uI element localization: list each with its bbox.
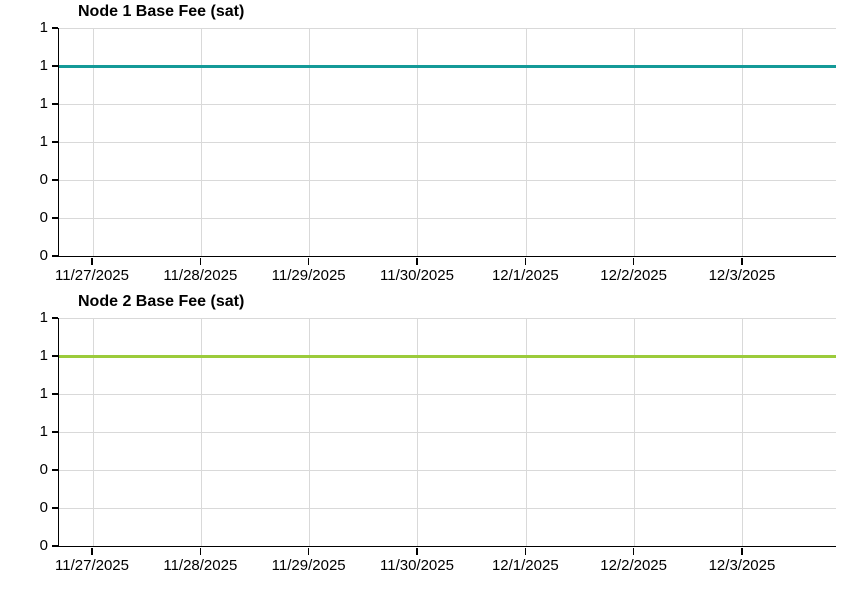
x-axis-label: 12/1/2025 <box>491 267 559 284</box>
x-axis-tick <box>307 257 310 265</box>
y-axis-label: 0 <box>39 537 48 554</box>
x-gridline <box>525 318 527 546</box>
y-axis-tick <box>52 141 58 143</box>
x-axis-tick <box>741 257 743 265</box>
x-axis-tick <box>91 547 93 555</box>
y-axis-label: 1 <box>39 385 48 402</box>
x-axis-label: 12/3/2025 <box>708 557 776 574</box>
x-axis-tick <box>632 547 635 555</box>
series-line-1 <box>59 64 836 68</box>
chart-title: Node 2 Base Fee (sat) <box>78 293 245 310</box>
series-line-2 <box>59 354 836 358</box>
x-gridline <box>92 318 94 546</box>
x-axis-label: 11/30/2025 <box>380 557 454 574</box>
x-axis-tick <box>524 547 527 555</box>
x-gridline <box>634 28 636 256</box>
x-axis-tick <box>741 547 743 555</box>
y-axis-label: 0 <box>39 461 48 478</box>
y-axis-tick <box>52 431 58 433</box>
y-axis-label: 0 <box>39 499 48 516</box>
x-gridline <box>309 318 311 546</box>
x-axis-tick <box>199 257 202 265</box>
x-gridline <box>525 28 527 256</box>
y-axis-label: 0 <box>39 247 48 264</box>
x-gridline <box>309 28 311 256</box>
y-gridline <box>59 507 836 509</box>
x-axis-tick <box>416 547 418 555</box>
y-axis-tick <box>52 103 58 105</box>
y-axis-label: 1 <box>39 19 48 36</box>
x-axis-tick <box>199 547 202 555</box>
x-gridline <box>417 28 419 256</box>
y-axis-tick <box>52 179 58 181</box>
chart-node-2-base-fee: Node 2 Base Fee (sat) 0 0 0 1 1 1 1 11/27/2025 1… <box>0 290 860 600</box>
y-gridline <box>59 431 836 433</box>
x-axis-label: 11/30/2025 <box>380 267 454 284</box>
y-gridline <box>59 103 836 105</box>
x-gridline <box>742 318 744 546</box>
x-axis-label: 12/3/2025 <box>708 267 776 284</box>
x-gridline <box>92 28 94 256</box>
x-axis-tick <box>524 257 527 265</box>
y-gridline <box>59 141 836 143</box>
y-axis-label: 1 <box>39 423 48 440</box>
y-axis-label: 1 <box>39 57 48 74</box>
x-gridline <box>417 318 419 546</box>
plot-area <box>58 27 836 257</box>
x-gridline <box>200 318 202 546</box>
x-axis-tick <box>91 257 93 265</box>
y-axis-tick <box>52 393 58 395</box>
y-gridline <box>59 393 836 395</box>
x-axis-label: 11/29/2025 <box>271 557 346 574</box>
y-gridline <box>59 179 836 181</box>
x-axis-label: 11/27/2025 <box>55 267 129 284</box>
y-axis-tick <box>52 469 58 471</box>
y-axis-tick <box>52 355 58 357</box>
y-axis-tick <box>52 65 58 67</box>
x-gridline <box>742 28 744 256</box>
x-axis-label: 11/28/2025 <box>163 267 238 284</box>
x-axis-label: 12/1/2025 <box>491 557 559 574</box>
x-axis-tick <box>416 257 418 265</box>
x-gridline <box>634 318 636 546</box>
chart-title: Node 1 Base Fee (sat) <box>78 3 245 20</box>
y-axis-label: 1 <box>39 95 48 112</box>
y-axis-tick <box>52 255 58 257</box>
y-axis-label: 0 <box>39 171 48 188</box>
plot-area <box>58 317 836 547</box>
x-axis-label: 11/27/2025 <box>55 557 129 574</box>
x-axis-label: 11/29/2025 <box>271 267 346 284</box>
y-gridline <box>59 317 836 319</box>
y-axis-label: 1 <box>39 347 48 364</box>
x-axis-tick <box>632 257 635 265</box>
y-axis-tick <box>52 217 58 219</box>
x-axis-tick <box>307 547 310 555</box>
x-axis-label: 11/28/2025 <box>163 557 238 574</box>
y-axis-tick <box>52 317 58 319</box>
x-axis-label: 12/2/2025 <box>600 557 667 574</box>
chart-node-1-base-fee: Node 1 Base Fee (sat) 0 0 0 1 1 1 1 11/27/2025 1… <box>0 0 860 290</box>
y-gridline <box>59 217 836 219</box>
y-gridline <box>59 469 836 471</box>
y-axis-label: 0 <box>39 209 48 226</box>
y-gridline <box>59 27 836 29</box>
y-axis-tick <box>52 507 58 509</box>
y-axis-label: 1 <box>39 133 48 150</box>
x-gridline <box>200 28 202 256</box>
y-axis-label: 1 <box>39 309 48 326</box>
x-axis-label: 12/2/2025 <box>600 267 667 284</box>
y-axis-tick <box>52 545 58 547</box>
y-axis-tick <box>52 27 58 29</box>
